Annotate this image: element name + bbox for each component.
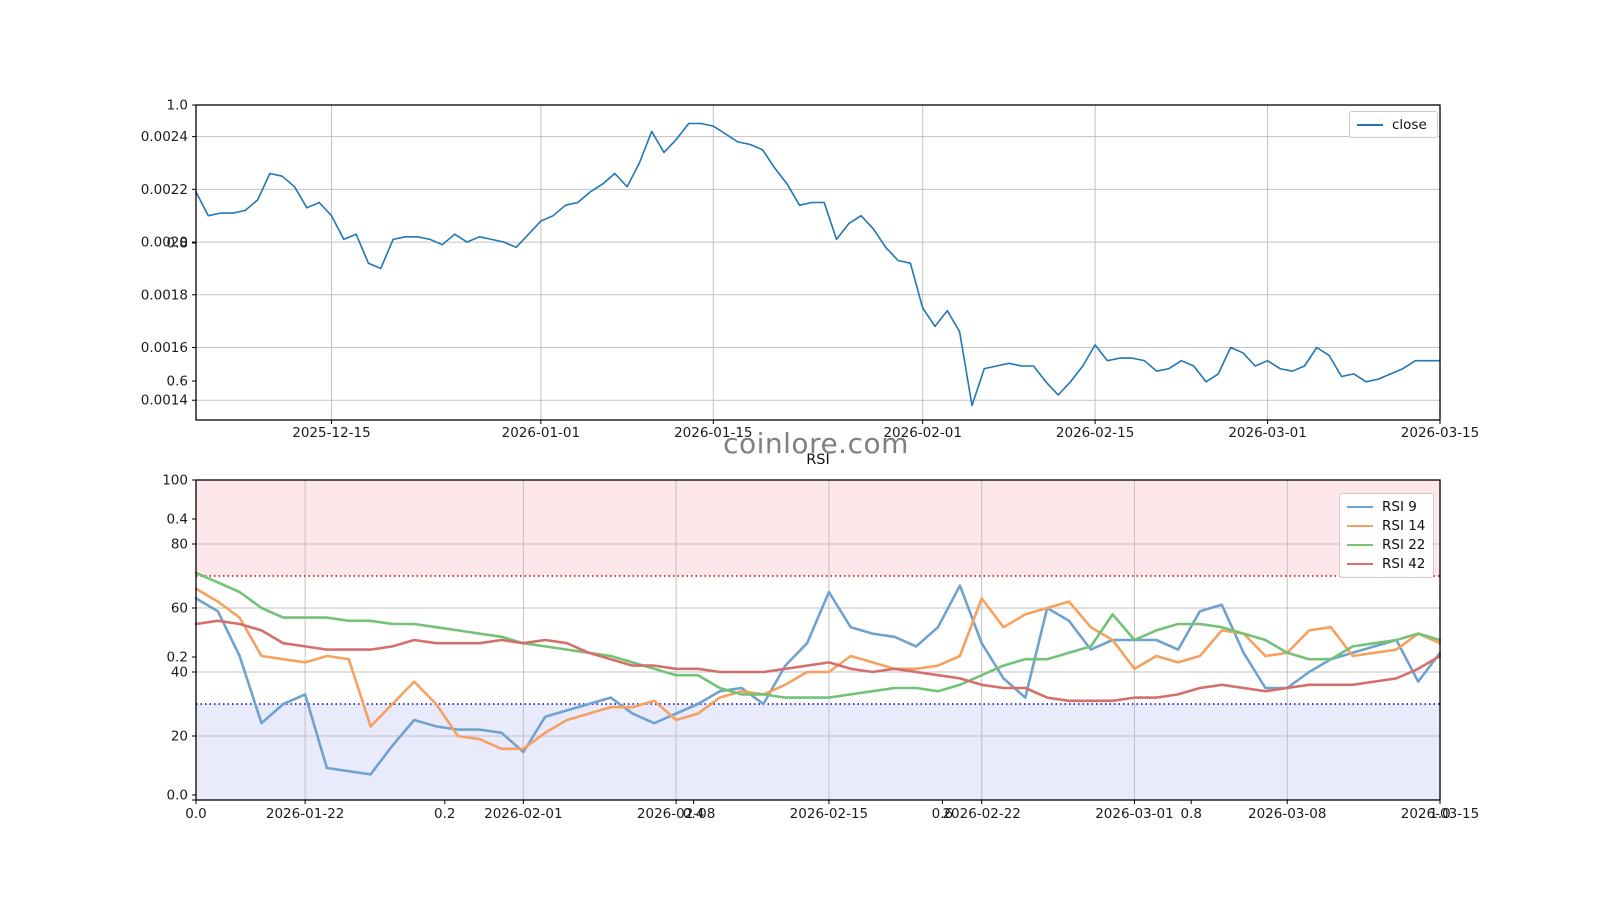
legend-label-rsi14: RSI 14	[1382, 517, 1426, 534]
y-tick-label: 0.0018	[141, 287, 188, 303]
y-tick-label: 80	[171, 537, 188, 553]
close-line	[195, 122, 1441, 407]
legend-label-rsi22: RSI 22	[1382, 537, 1426, 554]
oversold-band	[196, 704, 1440, 800]
overlay-x-tick-label: 0.8	[1180, 806, 1201, 822]
close-legend: close	[1349, 111, 1438, 138]
y-tick-label: 40	[171, 665, 188, 681]
rsi14-line	[194, 587, 1442, 751]
y-tick-label: 100	[162, 473, 188, 489]
x-tick-label: 2026-01-15	[674, 425, 752, 441]
overlay-x-tick-label: 0.0	[185, 806, 206, 822]
y-tick-label: 0.0016	[141, 340, 188, 356]
overlay-y-tick-label: 0.8	[167, 236, 188, 252]
overlay-x-tick-label: 0.2	[434, 806, 455, 822]
y-tick-label: 0.0024	[141, 129, 188, 145]
rsi-legend: RSI 9 RSI 14 RSI 22 RSI 42	[1339, 493, 1434, 578]
x-tick-label: 2026-01-22	[266, 806, 344, 822]
rsi9-line	[194, 584, 1442, 776]
legend-item-rsi9: RSI 9	[1347, 497, 1426, 516]
rsi22-line-swatch	[1347, 544, 1373, 547]
y-tick-label: 60	[171, 601, 188, 617]
y-tick-label: 20	[171, 729, 188, 745]
rsi42-line-swatch	[1347, 563, 1373, 566]
legend-label-close: close	[1392, 116, 1427, 133]
x-tick-label: 2026-03-15	[1401, 806, 1479, 822]
overlay-y-tick-label: 0.6	[167, 374, 188, 390]
legend-item-rsi14: RSI 14	[1347, 516, 1426, 535]
y-tick-label: 0.0020	[141, 235, 188, 251]
x-tick-label: 2026-02-15	[1056, 425, 1134, 441]
rsi42-line	[194, 619, 1442, 703]
x-tick-label: 2026-03-01	[1095, 806, 1173, 822]
overlay-y-tick-label: 0.2	[167, 650, 188, 666]
x-tick-label: 2026-02-22	[942, 806, 1020, 822]
x-tick-label: 2026-02-08	[637, 806, 715, 822]
x-tick-label: 2026-01-01	[502, 425, 580, 441]
x-tick-label: 2026-03-08	[1248, 806, 1326, 822]
x-tick-label: 2026-02-01	[484, 806, 562, 822]
overlay-x-tick-label: 0.6	[932, 806, 953, 822]
rsi22-line	[194, 571, 1442, 699]
legend-item-close: close	[1357, 115, 1430, 134]
y-tick-label: 0.0022	[141, 182, 188, 198]
overlay-x-tick-label: 0.4	[683, 806, 704, 822]
legend-item-rsi42: RSI 42	[1347, 555, 1426, 574]
y-tick-label: 0.0014	[141, 393, 188, 409]
x-tick-label: 2026-03-01	[1228, 425, 1306, 441]
x-tick-label: 2026-03-15	[1401, 425, 1479, 441]
rsi-chart-spine	[195, 479, 1441, 801]
legend-label-rsi42: RSI 42	[1382, 556, 1426, 573]
legend-label-rsi9: RSI 9	[1382, 498, 1417, 515]
overlay-y-tick-label: 1.0	[167, 98, 188, 114]
overlay-x-tick-label: 1.0	[1429, 806, 1450, 822]
legend-item-rsi22: RSI 22	[1347, 536, 1426, 555]
rsi-chart-title: RSI	[806, 452, 830, 468]
x-tick-label: 2026-02-01	[883, 425, 961, 441]
overbought-band	[196, 480, 1440, 576]
watermark: coinlore.com	[723, 427, 909, 460]
overlay-y-tick-label: 0.0	[167, 788, 188, 804]
x-tick-label: 2025-12-15	[292, 425, 370, 441]
x-tick-label: 2026-02-15	[790, 806, 868, 822]
close-line-swatch	[1357, 123, 1383, 126]
top-chart-spine	[195, 104, 1441, 421]
overlay-y-tick-label: 0.4	[167, 512, 188, 528]
rsi9-line-swatch	[1347, 505, 1373, 508]
rsi14-line-swatch	[1347, 524, 1373, 527]
